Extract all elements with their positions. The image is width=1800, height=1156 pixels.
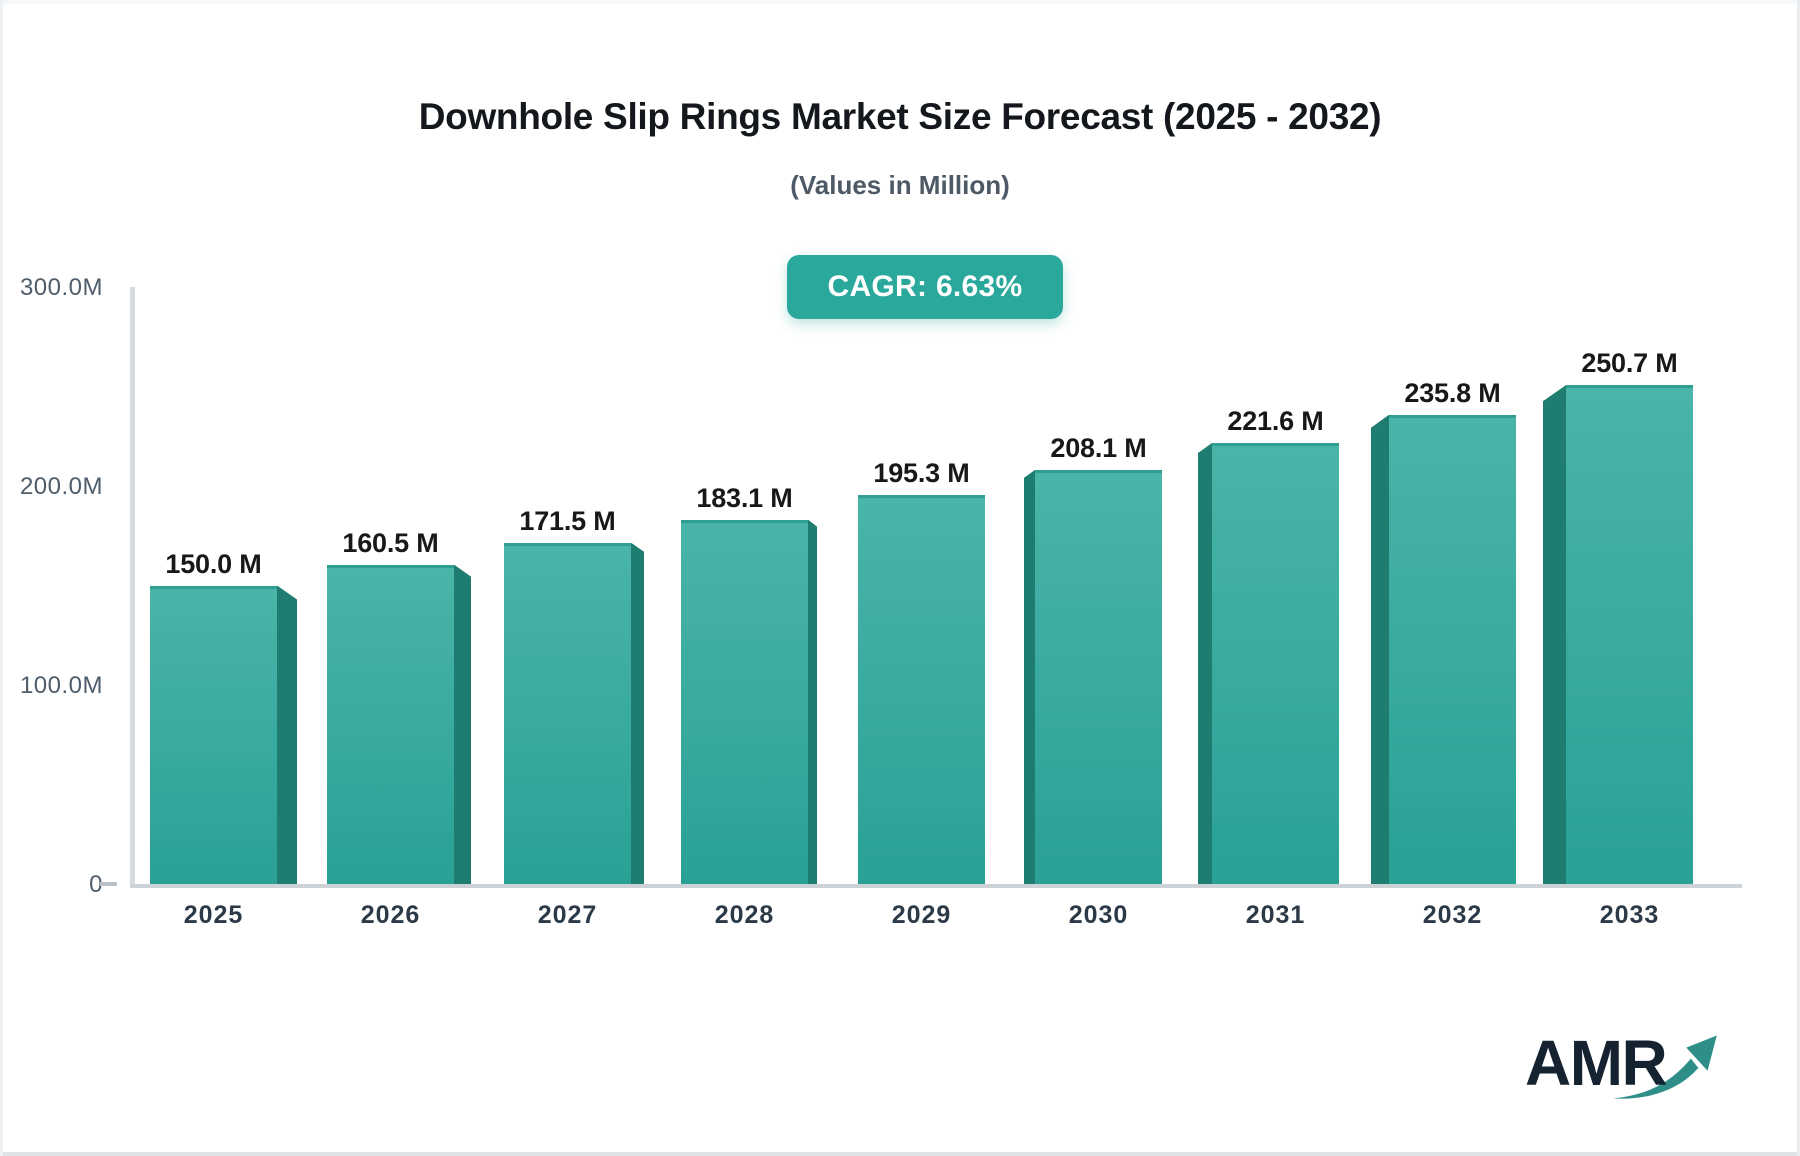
x-axis-tick-label: 2032 xyxy=(1422,901,1483,929)
bar-value-label: 195.3 M xyxy=(873,458,970,489)
bar-3d-side xyxy=(1024,469,1035,884)
amr-logo-arrow-icon xyxy=(1613,1035,1717,1099)
bar-3d-side xyxy=(631,542,644,884)
bar xyxy=(327,564,454,884)
page-edge-top xyxy=(0,0,1800,4)
y-axis-tick-label: 0 xyxy=(89,871,103,898)
bar xyxy=(1389,414,1516,884)
bar xyxy=(1212,443,1339,884)
bar-value-label: 208.1 M xyxy=(1050,432,1147,463)
y-axis-tick-label: 300.0M xyxy=(19,274,103,301)
bar-value-label: 235.8 M xyxy=(1404,377,1501,408)
bar-value-label: 183.1 M xyxy=(696,482,793,513)
x-axis-tick-label: 2027 xyxy=(537,901,598,929)
amr-logo: AMR xyxy=(1525,1026,1745,1116)
bar xyxy=(681,519,808,884)
bar xyxy=(1566,385,1693,884)
x-axis-tick-label: 2025 xyxy=(183,901,244,929)
bar-3d-side xyxy=(808,519,817,884)
page-edge-right xyxy=(1797,0,1800,1156)
x-axis-tick-label: 2031 xyxy=(1245,901,1306,929)
bar-3d-side xyxy=(454,564,471,884)
bar xyxy=(150,585,277,884)
bar xyxy=(1035,469,1162,884)
bar-value-label: 250.7 M xyxy=(1581,348,1678,379)
x-axis-tick-label: 2028 xyxy=(714,901,775,929)
y-axis-zero-tick xyxy=(100,882,117,886)
y-axis-tick-label: 100.0M xyxy=(19,672,103,699)
bar xyxy=(504,542,631,884)
bar-3d-side xyxy=(1371,414,1389,884)
chart-title: Downhole Slip Rings Market Size Forecast… xyxy=(418,96,1382,137)
page-edge-bottom xyxy=(0,1152,1800,1156)
y-axis-line xyxy=(130,287,135,884)
page-edge-left xyxy=(0,0,3,1156)
bar xyxy=(858,495,985,884)
chart-subtitle: (Values in Million) xyxy=(790,170,1010,200)
x-axis-baseline xyxy=(130,884,1742,888)
cagr-badge: CAGR: 6.63% xyxy=(787,255,1063,319)
x-axis-tick-label: 2026 xyxy=(360,901,421,929)
y-axis-tick-label: 200.0M xyxy=(19,473,103,500)
bar-value-label: 171.5 M xyxy=(519,505,616,536)
bar-3d-side xyxy=(1198,443,1212,884)
bar-value-label: 160.5 M xyxy=(342,527,439,558)
x-axis-tick-label: 2030 xyxy=(1068,901,1129,929)
x-axis-tick-label: 2033 xyxy=(1599,901,1660,929)
bar-value-label: 150.0 M xyxy=(165,548,262,579)
bar-3d-side xyxy=(277,585,297,884)
bar-3d-side xyxy=(1543,385,1566,884)
amr-logo-text: AMR xyxy=(1525,1027,1668,1099)
bar-value-label: 221.6 M xyxy=(1227,406,1324,437)
x-axis-tick-label: 2029 xyxy=(891,901,952,929)
